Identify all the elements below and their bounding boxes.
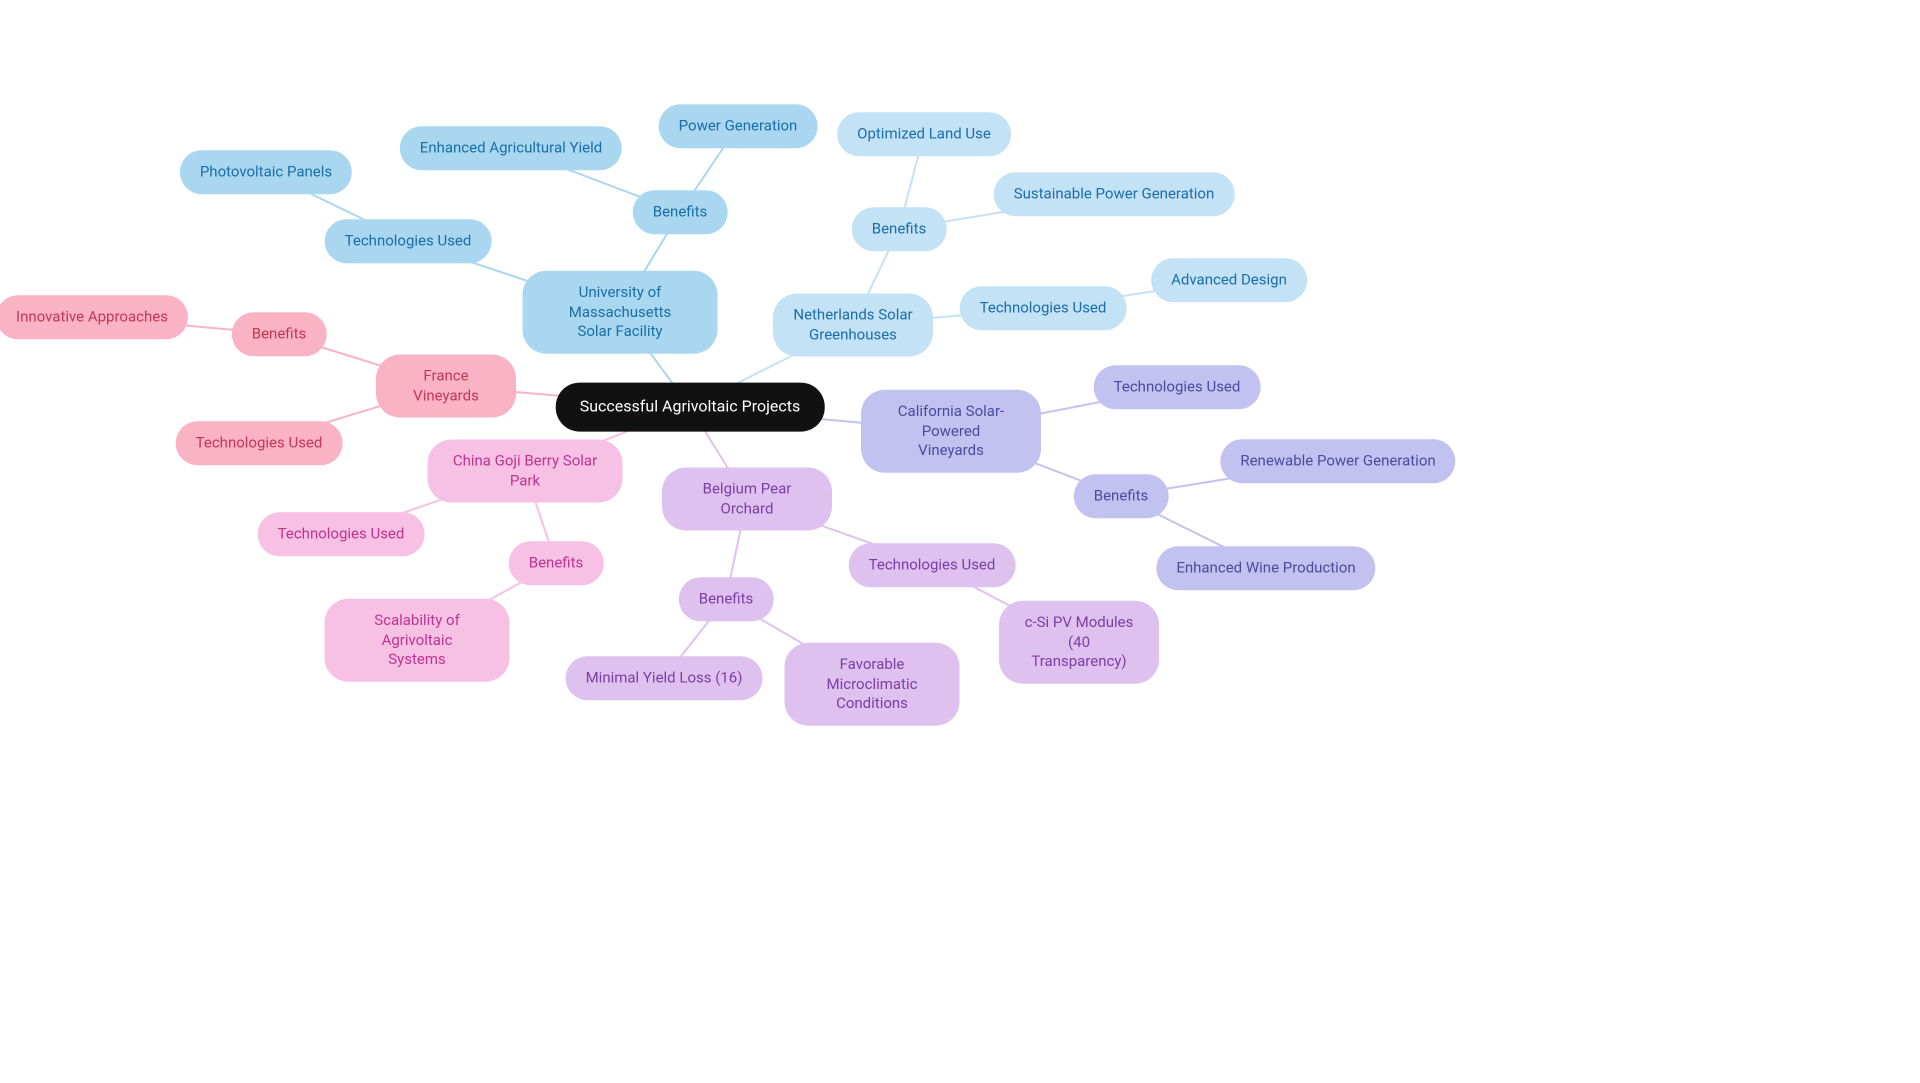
node-label: Benefits <box>252 324 307 344</box>
node-fr[interactable]: France Vineyards <box>376 355 516 418</box>
node-china[interactable]: China Goji Berry Solar Park <box>428 440 623 503</box>
node-label: Renewable Power Generation <box>1240 451 1435 471</box>
node-fr-tech[interactable]: Technologies Used <box>176 421 343 465</box>
root-node[interactable]: Successful Agrivoltaic Projects <box>556 383 825 432</box>
node-label: Technologies Used <box>980 298 1107 318</box>
node-label: Enhanced Wine Production <box>1176 558 1355 578</box>
mindmap-canvas: Successful Agrivoltaic Projects Universit… <box>0 0 1920 1083</box>
node-label: c-Si PV Modules (40 Transparency) <box>1019 613 1139 672</box>
node-neth-ben[interactable]: Benefits <box>852 207 947 251</box>
node-label: Technologies Used <box>278 524 405 544</box>
node-label: Power Generation <box>679 116 798 136</box>
node-neth-tech[interactable]: Technologies Used <box>960 286 1127 330</box>
node-fr-ben[interactable]: Benefits <box>232 312 327 356</box>
node-cal-wine[interactable]: Enhanced Wine Production <box>1156 546 1375 590</box>
node-umass-yield[interactable]: Enhanced Agricultural Yield <box>400 126 622 170</box>
node-china-scale[interactable]: Scalability of Agrivoltaic Systems <box>325 599 510 682</box>
node-neth[interactable]: Netherlands Solar Greenhouses <box>773 294 933 357</box>
node-label: Favorable Microclimatic Conditions <box>805 655 940 714</box>
node-bel-tech[interactable]: Technologies Used <box>849 543 1016 587</box>
node-cal[interactable]: California Solar-Powered Vineyards <box>861 390 1041 473</box>
node-bel-fav[interactable]: Favorable Microclimatic Conditions <box>785 643 960 726</box>
node-label: Benefits <box>529 553 584 573</box>
node-label: Optimized Land Use <box>857 124 991 144</box>
node-china-tech[interactable]: Technologies Used <box>258 512 425 556</box>
node-bel-csi[interactable]: c-Si PV Modules (40 Transparency) <box>999 601 1159 684</box>
node-label: University of Massachusetts Solar Facili… <box>543 283 698 342</box>
node-label: Belgium Pear Orchard <box>682 480 812 519</box>
node-label: Innovative Approaches <box>16 307 168 327</box>
node-label: Technologies Used <box>345 231 472 251</box>
node-umass[interactable]: University of Massachusetts Solar Facili… <box>523 271 718 354</box>
node-label: Minimal Yield Loss (16) <box>586 668 743 688</box>
node-label: Enhanced Agricultural Yield <box>420 138 602 158</box>
node-label: France Vineyards <box>396 367 496 406</box>
node-umass-tech[interactable]: Technologies Used <box>325 219 492 263</box>
node-label: China Goji Berry Solar Park <box>448 452 603 491</box>
node-china-ben[interactable]: Benefits <box>509 541 604 585</box>
node-umass-ben[interactable]: Benefits <box>633 190 728 234</box>
node-label: Advanced Design <box>1171 270 1287 290</box>
node-cal-renew[interactable]: Renewable Power Generation <box>1220 439 1455 483</box>
node-label: Benefits <box>1094 486 1149 506</box>
node-bel-ben[interactable]: Benefits <box>679 577 774 621</box>
node-umass-power[interactable]: Power Generation <box>659 104 818 148</box>
node-fr-innov[interactable]: Innovative Approaches <box>0 295 188 339</box>
node-umass-pv[interactable]: Photovoltaic Panels <box>180 150 352 194</box>
node-neth-adv[interactable]: Advanced Design <box>1151 258 1307 302</box>
node-label: Benefits <box>699 589 754 609</box>
node-bel-min[interactable]: Minimal Yield Loss (16) <box>566 656 763 700</box>
node-label: Photovoltaic Panels <box>200 162 332 182</box>
node-bel[interactable]: Belgium Pear Orchard <box>662 468 832 531</box>
node-label: Technologies Used <box>869 555 996 575</box>
node-neth-sus[interactable]: Sustainable Power Generation <box>994 172 1235 216</box>
node-label: Benefits <box>872 219 927 239</box>
node-label: California Solar-Powered Vineyards <box>881 402 1021 461</box>
node-label: Netherlands Solar Greenhouses <box>793 306 912 345</box>
node-cal-ben[interactable]: Benefits <box>1074 474 1169 518</box>
node-label: Sustainable Power Generation <box>1014 184 1215 204</box>
node-label: Benefits <box>653 202 708 222</box>
node-neth-land[interactable]: Optimized Land Use <box>837 112 1011 156</box>
node-label: Scalability of Agrivoltaic Systems <box>345 611 490 670</box>
node-label: Technologies Used <box>196 433 323 453</box>
node-label: Technologies Used <box>1114 377 1241 397</box>
root-label: Successful Agrivoltaic Projects <box>580 397 801 418</box>
node-cal-tech[interactable]: Technologies Used <box>1094 365 1261 409</box>
